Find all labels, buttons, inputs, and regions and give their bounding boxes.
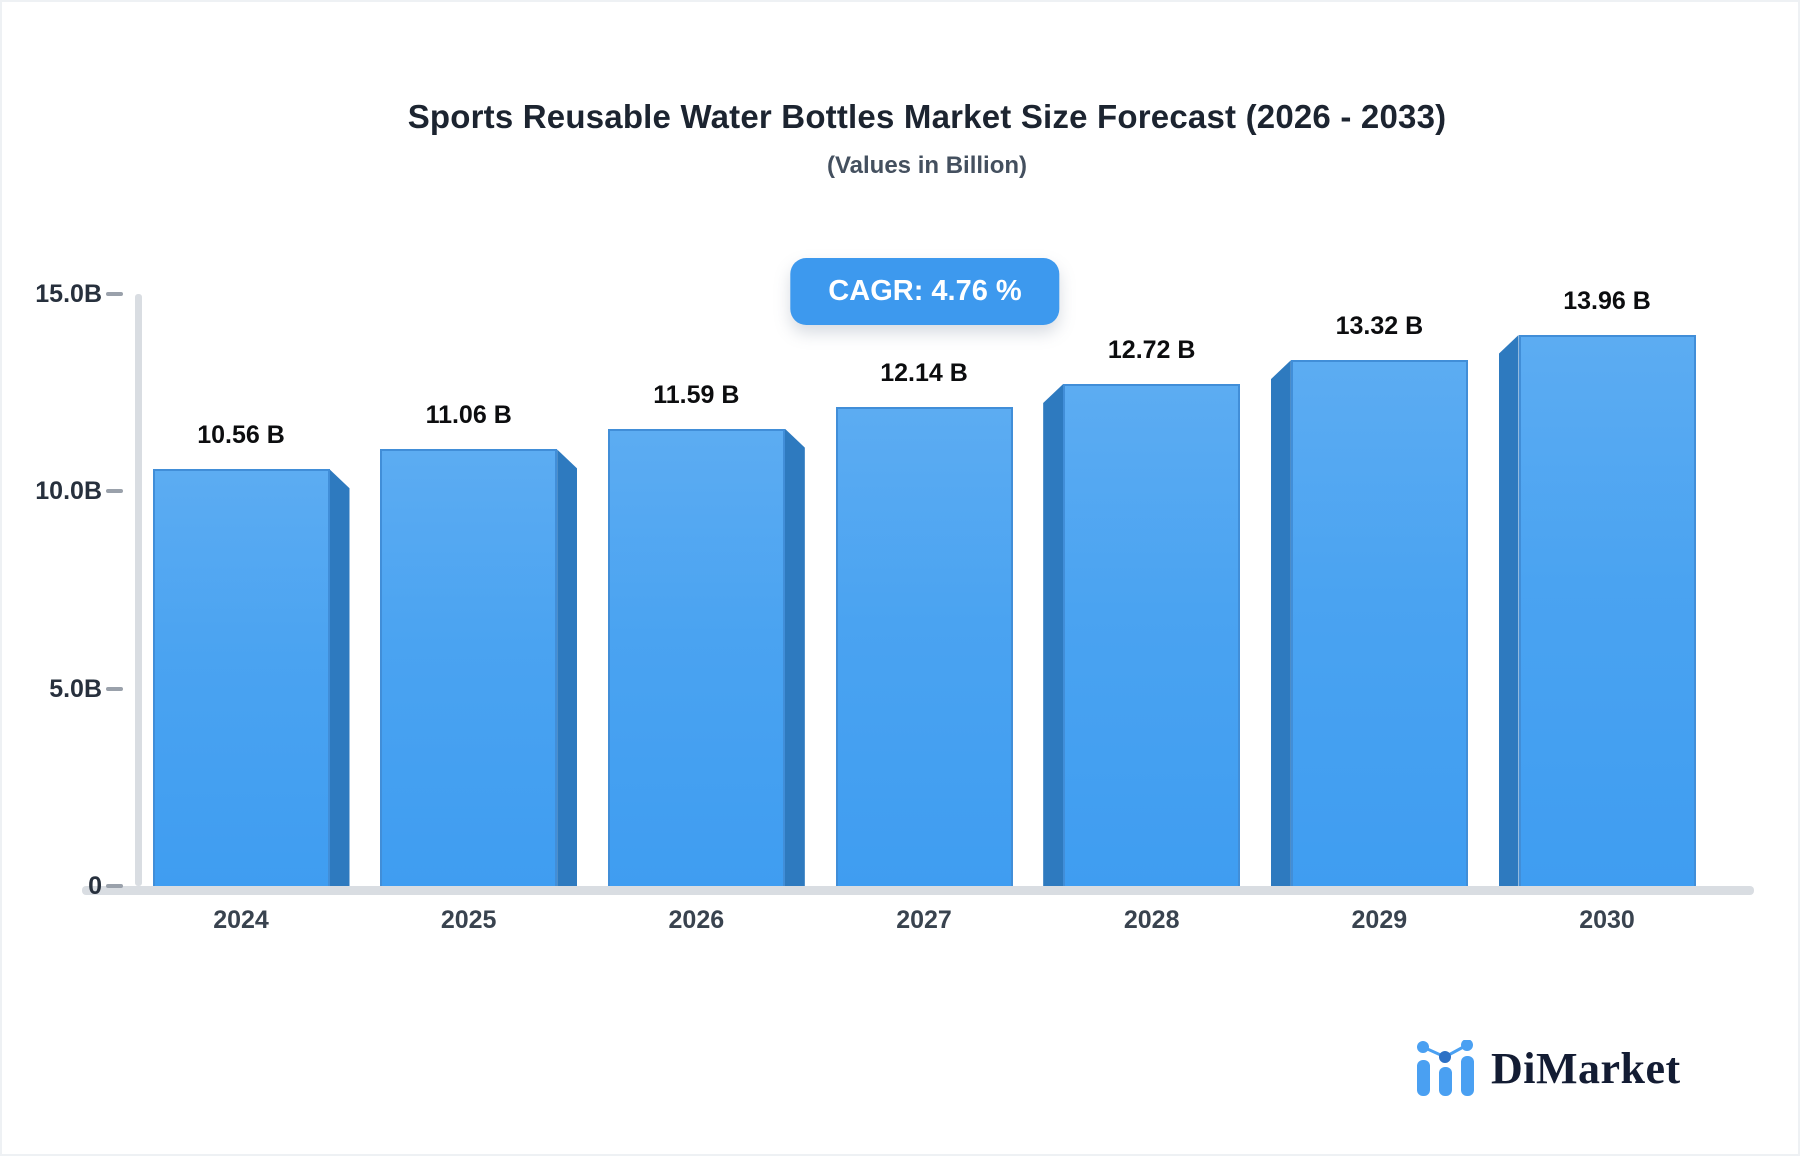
y-axis-tick-label: 0 [88,872,102,900]
bar-value-label: 13.96 B [1563,287,1651,316]
x-axis-label: 2025 [440,906,497,934]
bar-face [835,406,1013,886]
bar-face [607,428,785,886]
bar-face [1518,335,1696,886]
bar-chart-trend-icon [1417,1040,1474,1096]
bar-value-label: 11.06 B [425,401,512,430]
bar-2030 [1498,335,1696,886]
bar-face [1290,360,1468,886]
y-axis-line [135,294,142,886]
y-axis-tick-mark [106,489,123,494]
brand-logo-text: DiMarket [1491,1043,1681,1093]
bar-value-label: 13.32 B [1335,312,1424,341]
brand-logo: DiMarket [1415,1040,1681,1096]
bar-value-label: 12.14 B [880,358,968,387]
bar-side-3d [557,449,578,886]
bar-2025 [380,449,578,886]
y-axis-tick-mark [106,884,123,888]
x-axis-label: 2027 [896,906,952,934]
x-axis-label: 2028 [1123,906,1180,934]
bar-side-3d [1043,383,1064,886]
x-axis-label: 2030 [1579,906,1635,934]
y-axis-tick-label: 10.0B [35,477,102,506]
bar-2027 [835,406,1013,886]
cagr-badge: CAGR: 4.76 % [790,258,1060,325]
page-title: Sports Reusable Water Bottles Market Siz… [407,98,1447,135]
bar-side-3d [1498,335,1519,886]
bar-face [380,449,558,886]
bar-2029 [1270,360,1468,886]
y-axis-tick-label: 15.0B [35,280,102,308]
bar-side-3d [1270,360,1291,886]
bar-2024 [152,469,350,886]
bar-face [152,469,330,886]
y-axis-tick-mark [106,686,123,691]
bar-2028 [1043,383,1241,886]
bar-value-label: 12.72 B [1107,335,1196,364]
bar-value-label: 11.59 B [653,380,740,409]
bar-face [1063,383,1241,886]
page-subtitle: (Values in Billion) [826,152,1028,179]
y-axis-tick-mark [106,292,123,296]
bar-side-3d [329,469,350,886]
x-axis-label: 2024 [213,906,269,934]
bar-side-3d [784,428,805,886]
x-axis-label: 2029 [1351,906,1408,934]
y-axis-tick-label: 5.0B [49,674,102,703]
x-axis-baseline [82,886,1754,895]
x-axis-label: 2026 [668,906,725,934]
bar-value-label: 10.56 B [197,421,285,450]
bar-2026 [607,428,805,886]
